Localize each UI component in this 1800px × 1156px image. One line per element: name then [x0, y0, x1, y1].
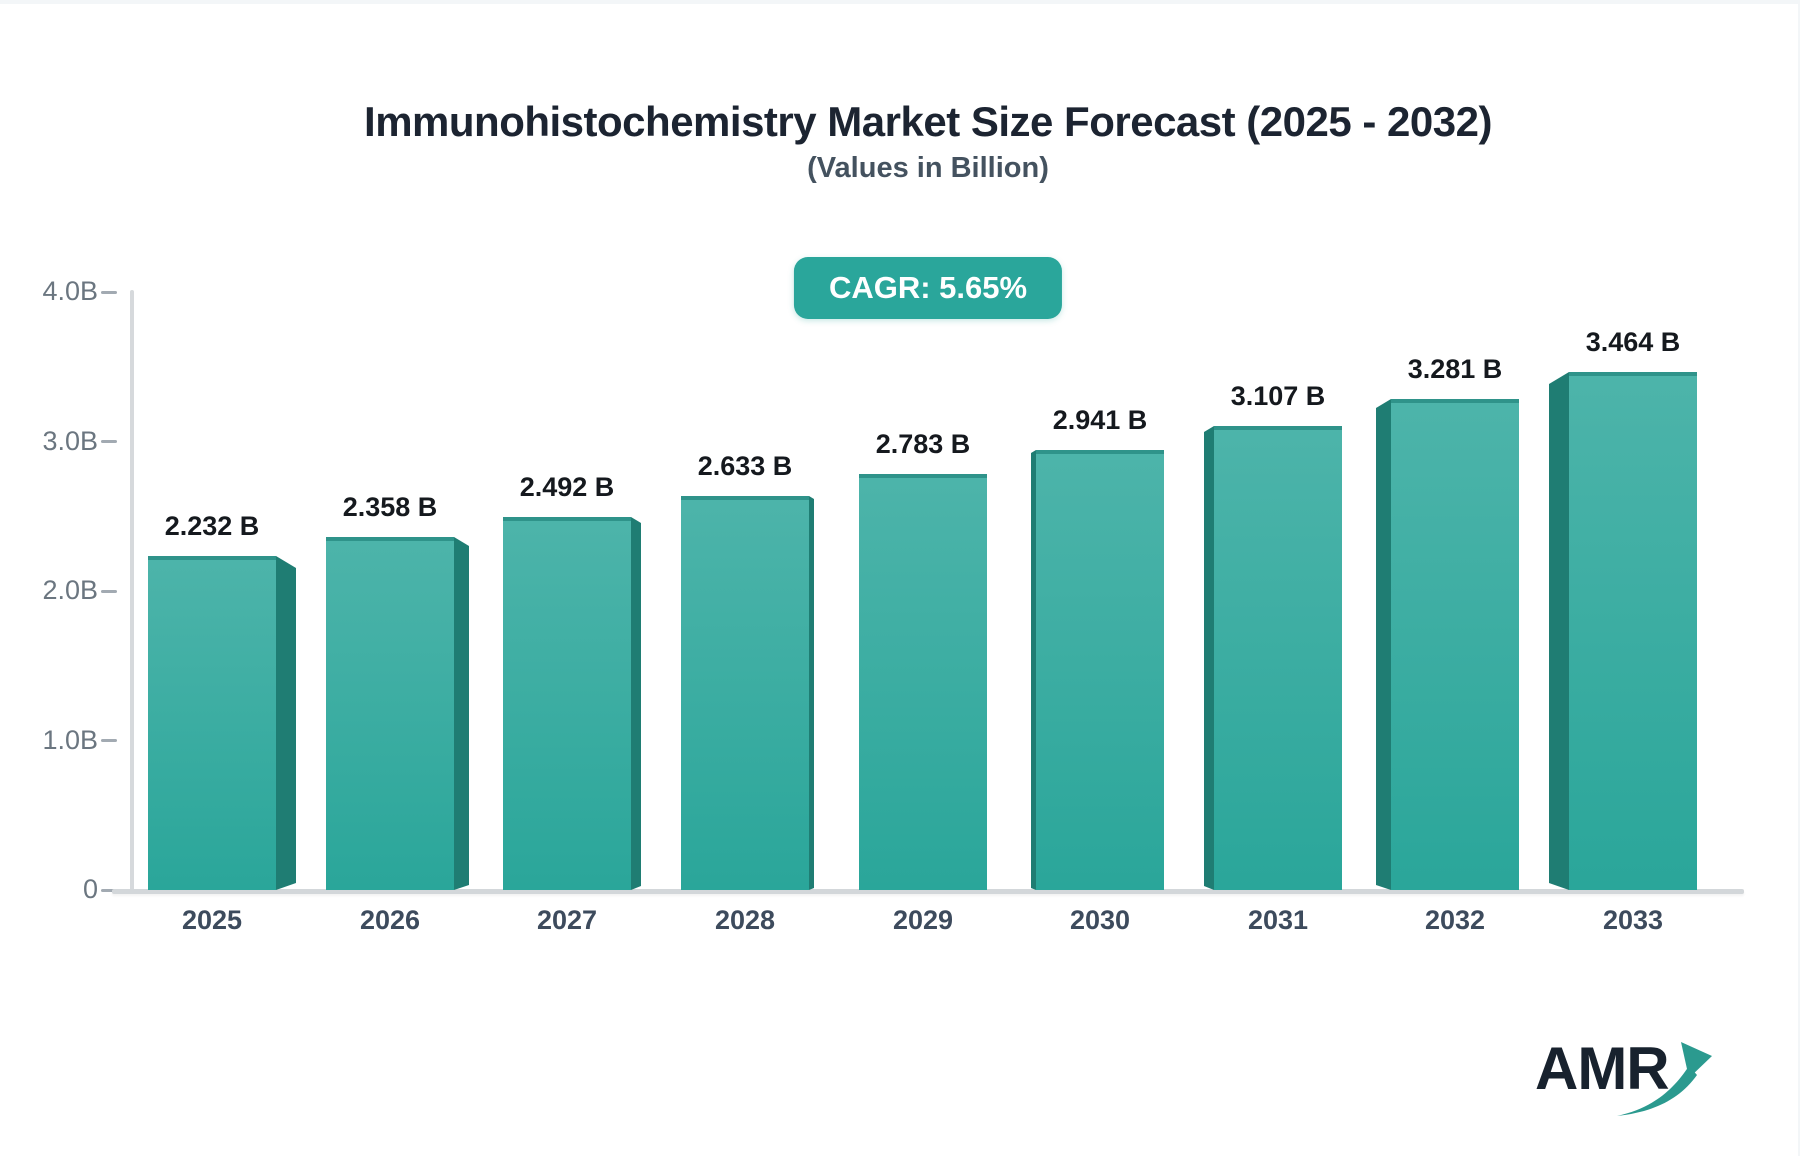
- bar-front-face: [326, 537, 454, 890]
- x-axis-tick-label: 2030: [1069, 905, 1131, 935]
- bar-value-label: 2.633 B: [697, 451, 793, 481]
- x-axis-tick-label: 2025: [181, 905, 243, 935]
- y-axis-tick-label: 2.0B: [42, 575, 98, 605]
- bar-value-label: 2.492 B: [519, 472, 615, 502]
- bar-front-face: [1391, 399, 1519, 890]
- growth-arrow-icon: [1617, 1042, 1712, 1116]
- y-axis-tick-label: 1.0B: [42, 725, 98, 755]
- bar-value-label: 2.783 B: [875, 429, 971, 459]
- y-axis-tick: [101, 739, 117, 742]
- bar-value-label: 3.281 B: [1407, 354, 1503, 384]
- bar-side-face: [1204, 426, 1214, 890]
- x-axis-tick-label: 2029: [892, 905, 954, 935]
- bar-top-edge: [326, 537, 454, 541]
- bar-side-face: [1549, 372, 1569, 890]
- chart-title: Immunohistochemistry Market Size Forecas…: [364, 98, 1492, 145]
- logo-text: AMR: [1535, 1035, 1670, 1102]
- bar-top-edge: [1569, 372, 1697, 376]
- bar-value-label: 2.358 B: [342, 492, 438, 522]
- bar-top-edge: [1036, 450, 1164, 454]
- bar-top-edge: [859, 474, 987, 478]
- y-axis-tick-label: 3.0B: [42, 426, 98, 456]
- bar-side-face: [454, 537, 469, 890]
- bar-value-label: 3.107 B: [1230, 381, 1326, 411]
- x-axis-tick-label: 2026: [359, 905, 421, 935]
- bar-value-label: 2.941 B: [1052, 405, 1148, 435]
- bar-front-face: [1214, 426, 1342, 890]
- bar-value-label: 3.464 B: [1585, 327, 1681, 357]
- y-axis-tick-label: 0: [82, 874, 98, 904]
- cagr-badge: CAGR: 5.65%: [793, 257, 1063, 319]
- y-axis-tick: [101, 440, 117, 443]
- bar-side-face: [276, 556, 296, 890]
- bar-value-label: 2.232 B: [164, 511, 260, 541]
- bar-front-face: [503, 517, 631, 890]
- y-axis-tick-label: 4.0B: [42, 276, 98, 306]
- logo: AMR: [1535, 1034, 1745, 1124]
- bar-top-edge: [1214, 426, 1342, 430]
- x-axis-line: [112, 889, 1744, 894]
- bar-front-face: [859, 474, 987, 890]
- bar-top-edge: [681, 496, 809, 500]
- x-axis-tick-label: 2032: [1424, 905, 1486, 935]
- bar-front-face: [148, 556, 276, 890]
- y-axis-tick: [101, 291, 117, 294]
- y-axis-tick: [101, 590, 117, 593]
- bar-top-edge: [148, 556, 276, 560]
- y-axis-line: [130, 290, 134, 894]
- bar-front-face: [681, 496, 809, 890]
- bar-side-face: [631, 517, 641, 890]
- bar-top-edge: [1391, 399, 1519, 403]
- bar-side-face: [809, 496, 814, 890]
- x-axis-tick-label: 2031: [1247, 905, 1309, 935]
- bar-top-edge: [503, 517, 631, 521]
- x-axis-tick-label: 2033: [1602, 905, 1664, 935]
- chart-subtitle: (Values in Billion): [807, 152, 1049, 184]
- x-axis-tick-label: 2028: [714, 905, 776, 935]
- y-axis-tick: [101, 889, 117, 892]
- x-axis-tick-label: 2027: [536, 905, 598, 935]
- bar-front-face: [1569, 372, 1697, 890]
- bar-side-face: [1031, 450, 1036, 890]
- bar-side-face: [1376, 399, 1391, 890]
- bar-front-face: [1036, 450, 1164, 890]
